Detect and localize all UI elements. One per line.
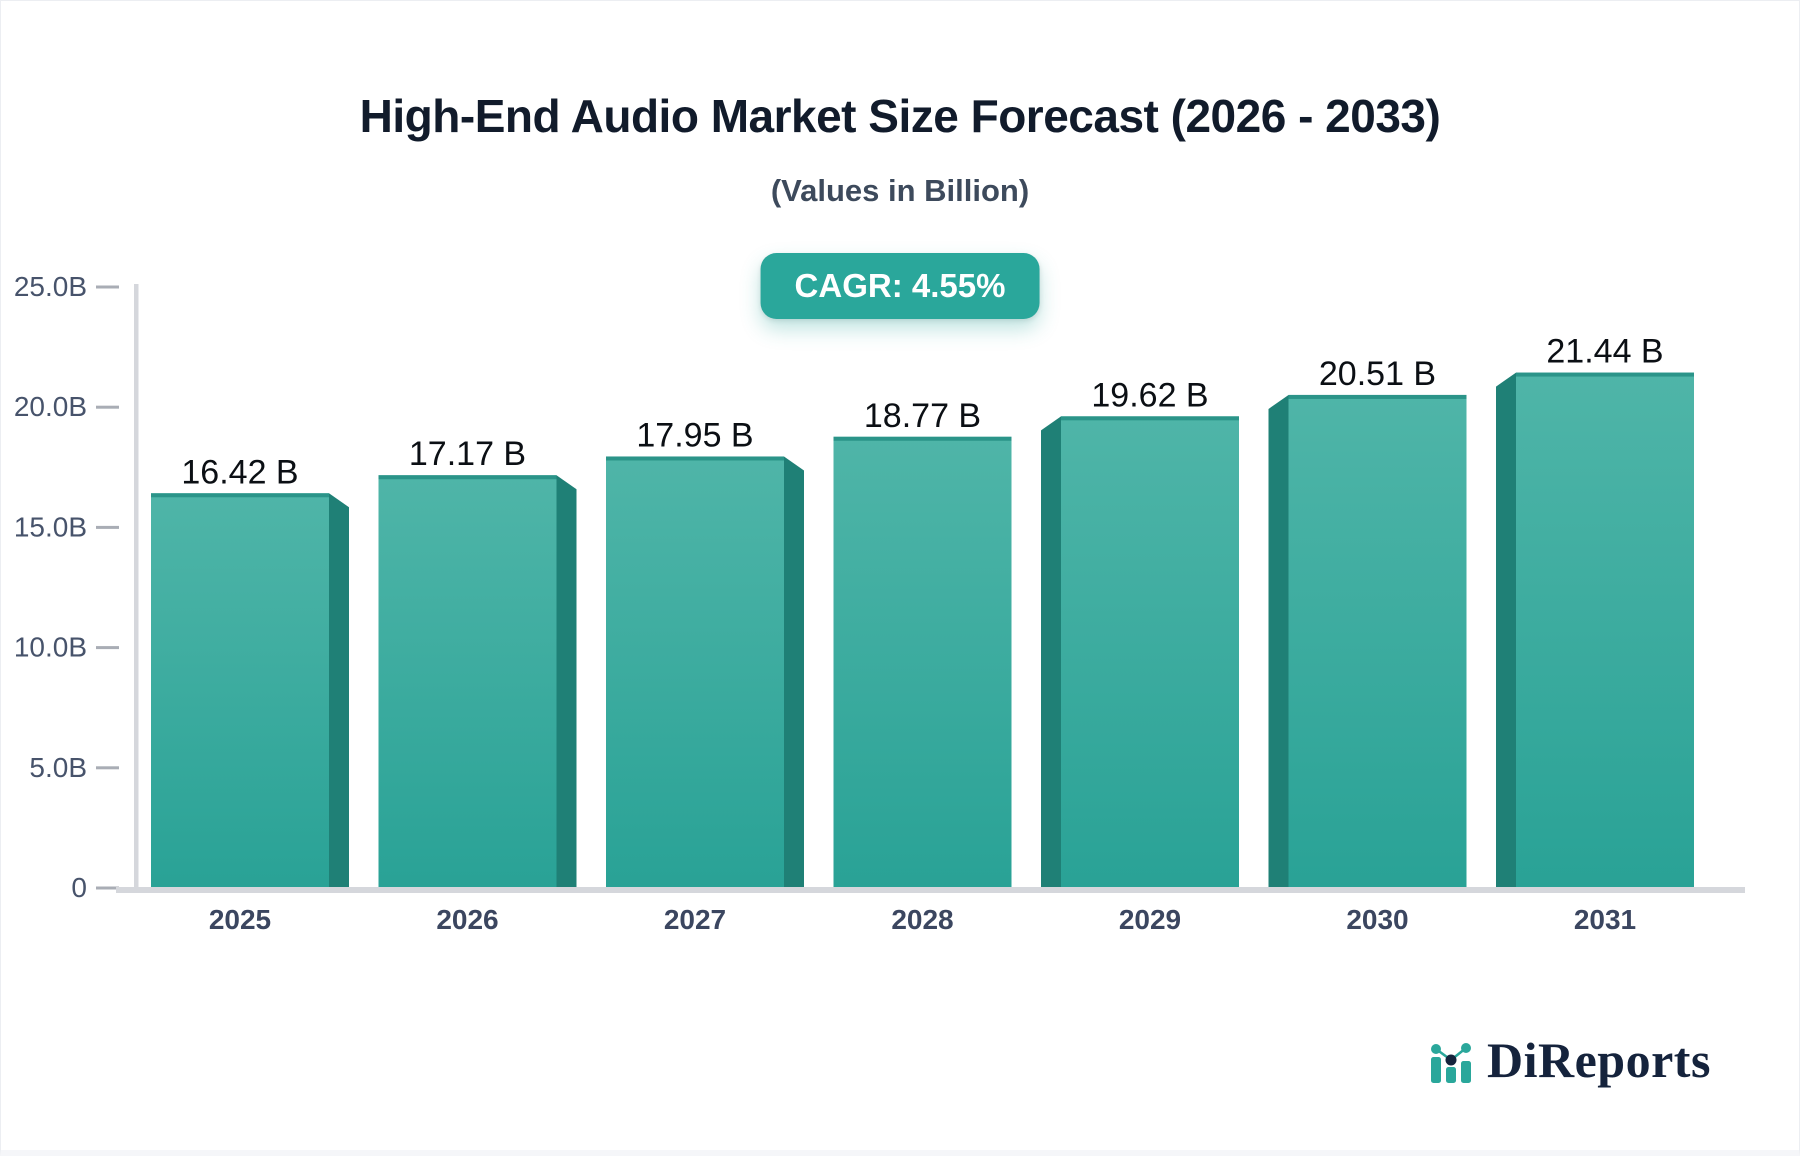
bar-value-label: 19.62 B (1091, 376, 1208, 414)
y-tick-label: 0 (71, 872, 87, 903)
bar-value-label: 20.51 B (1319, 355, 1436, 393)
y-tick-label: 15.0B (14, 511, 87, 542)
x-axis-label: 2030 (1346, 904, 1408, 935)
bar-top-edge (1516, 372, 1694, 377)
bar-side-2026 (556, 475, 577, 888)
y-tick-mark (96, 646, 119, 650)
x-axis-label: 2031 (1574, 904, 1636, 935)
bar-2029 (1061, 416, 1239, 888)
x-axis-label: 2028 (891, 904, 953, 935)
bar-value-label: 17.17 B (409, 435, 526, 473)
bar-side-2030 (1268, 394, 1289, 888)
bar-top-edge (151, 493, 329, 498)
bar-top-edge (1061, 416, 1239, 421)
bar-side-2029 (1041, 416, 1061, 888)
bar-2027 (606, 456, 784, 888)
x-axis-label: 2027 (664, 904, 726, 935)
bar-2025 (151, 493, 329, 888)
x-axis-label: 2029 (1119, 904, 1181, 935)
x-axis-label: 2026 (436, 904, 498, 935)
y-axis-line (134, 284, 139, 889)
direports-logo-text: DiReports (1487, 1032, 1711, 1088)
bar-2028 (833, 436, 1012, 888)
x-axis-label: 2025 (209, 904, 271, 935)
bar-2026 (378, 475, 557, 888)
bar-value-label: 21.44 B (1546, 333, 1663, 371)
bar-side-2027 (784, 456, 804, 888)
bar-2030 (1288, 394, 1467, 888)
direports-logo: DiReports (1429, 1032, 1711, 1088)
bar-side-2025 (329, 493, 349, 888)
chart-title: High-End Audio Market Size Forecast (202… (359, 90, 1441, 142)
bar-side-2031 (1496, 372, 1516, 888)
bar-top-edge (1288, 394, 1467, 399)
bar-value-label: 18.77 B (864, 397, 981, 435)
bar-value-label: 16.42 B (181, 453, 298, 491)
y-tick-label: 5.0B (29, 752, 87, 783)
y-tick-mark (96, 886, 119, 890)
bar-2031 (1516, 372, 1694, 888)
bar-value-label: 17.95 B (636, 416, 753, 454)
y-tick-mark (96, 766, 119, 770)
y-tick-label: 20.0B (14, 391, 87, 422)
cagr-badge: CAGR: 4.55% (760, 253, 1040, 319)
bar-top-edge (833, 436, 1012, 441)
y-tick-label: 25.0B (14, 271, 87, 302)
y-tick-mark (96, 525, 119, 529)
chart-subtitle: (Values in Billion) (770, 173, 1030, 208)
y-tick-mark (96, 285, 119, 289)
y-tick-mark (96, 405, 119, 409)
x-axis-line (116, 887, 1745, 893)
mini-bar-chart-logo-icon (1431, 1043, 1471, 1083)
y-tick-label: 10.0B (14, 632, 87, 663)
bar-top-edge (606, 456, 784, 461)
bar-top-edge (378, 475, 557, 480)
